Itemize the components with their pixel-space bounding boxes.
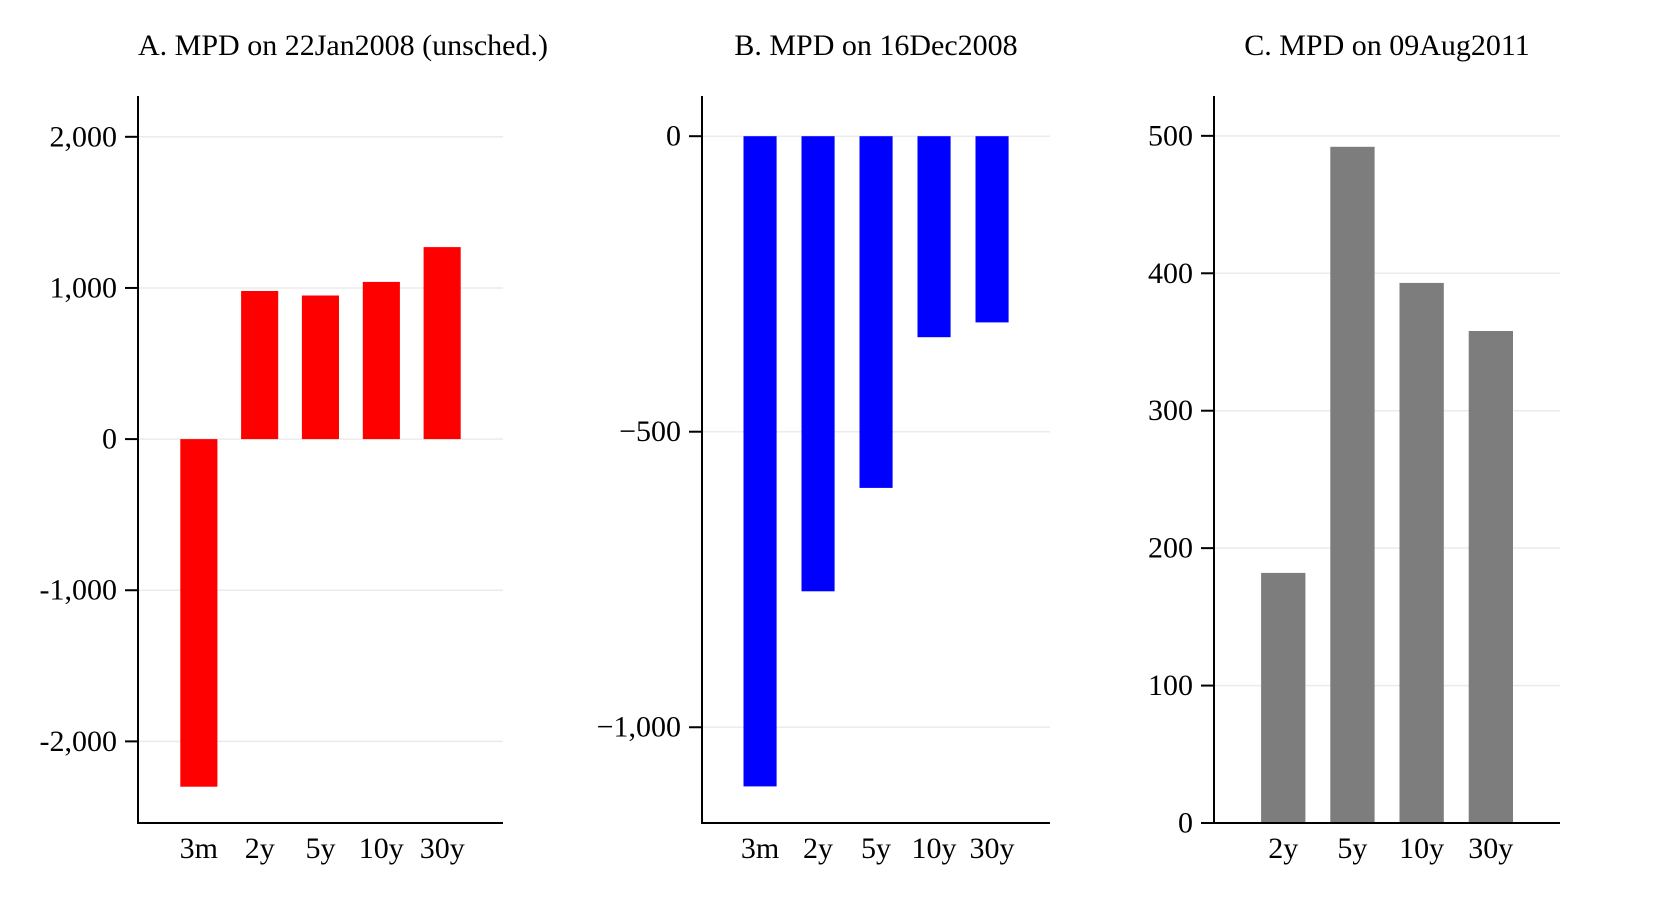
x-category-label: 30y [1468, 832, 1513, 865]
y-tick-label: −1,000 [597, 711, 681, 744]
panel-a: 2,000 1,000 0 -1,000 -2,000 3m 2y 5y 10y 30y A. M… [0, 0, 560, 921]
bar-2y [1261, 572, 1306, 823]
y-tick-label: -2,000 [40, 725, 118, 758]
bar-2y [801, 136, 835, 592]
y-tick-label: 400 [1148, 257, 1193, 290]
x-category-label: 2y [1268, 832, 1298, 865]
x-category-label: 10y [1399, 832, 1444, 865]
bar-5y [301, 295, 339, 440]
x-category-label: 5y [306, 832, 336, 865]
x-category-label: 30y [420, 832, 465, 865]
bar-3m [180, 439, 218, 787]
x-category-label: 5y [1337, 832, 1367, 865]
panel-c-title: C. MPD on 09Aug2011 [1244, 29, 1530, 62]
y-tick-label: 0 [102, 423, 117, 456]
panel-c-chart: 0 100 200 300 400 500 2y 5y 10y 30y [1148, 96, 1560, 865]
x-category-label: 3m [741, 832, 779, 865]
x-category-label: 2y [245, 832, 275, 865]
x-category-label: 10y [359, 832, 404, 865]
y-tick-label: 500 [1148, 119, 1193, 152]
x-category-label: 5y [861, 832, 891, 865]
bar-30y [423, 247, 461, 440]
panel-a-chart: 2,000 1,000 0 -1,000 -2,000 3m 2y 5y 10y 30y [40, 96, 503, 865]
bar-5y [859, 136, 893, 488]
panel-b: 0 −500 −1,000 3m 2y 5y 10y 30y B. MPD on 16Dec2… [560, 0, 1108, 921]
x-category-label: 30y [970, 832, 1015, 865]
x-category-label: 2y [803, 832, 833, 865]
x-category-label: 3m [180, 832, 218, 865]
y-tick-label: 2,000 [50, 120, 118, 153]
panel-b-title: B. MPD on 16Dec2008 [734, 29, 1018, 62]
bar-10y [1399, 282, 1444, 823]
bar-30y [1468, 331, 1513, 823]
y-tick-label: -1,000 [40, 574, 118, 607]
y-tick-label: 300 [1148, 394, 1193, 427]
y-tick-label: 1,000 [50, 271, 118, 304]
y-tick-label: 0 [1178, 807, 1193, 840]
y-tick-label: −500 [619, 415, 681, 448]
bar-10y [917, 136, 951, 338]
x-category-label: 10y [912, 832, 957, 865]
bar-5y [1330, 146, 1375, 824]
bar-2y [241, 291, 279, 440]
bar-3m [743, 136, 777, 787]
y-tick-label: 100 [1148, 669, 1193, 702]
panel-a-title: A. MPD on 22Jan2008 (unsched.) [138, 29, 548, 62]
bar-10y [362, 281, 400, 440]
bar-30y [975, 136, 1009, 323]
panel-b-chart: 0 −500 −1,000 3m 2y 5y 10y 30y [597, 96, 1050, 865]
y-tick-label: 200 [1148, 532, 1193, 565]
y-tick-label: 0 [666, 120, 681, 153]
panel-c: 0 100 200 300 400 500 2y 5y 10y 30y C. MPD on 09A… [1108, 0, 1664, 921]
